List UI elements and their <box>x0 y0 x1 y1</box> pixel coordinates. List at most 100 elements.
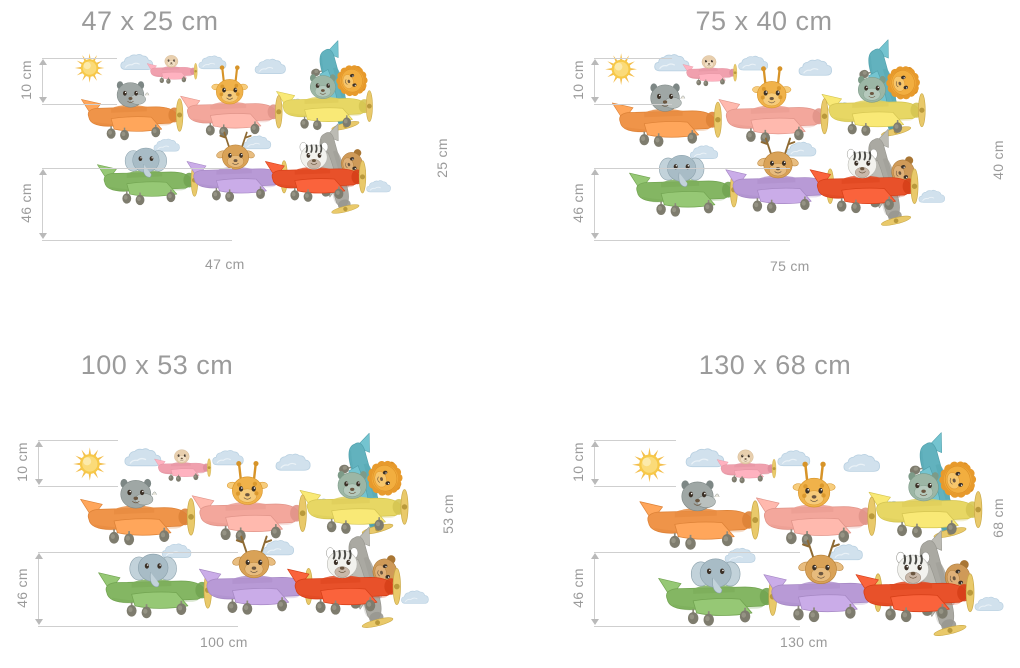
top-measure-line-upper <box>594 58 672 59</box>
cloud-icon <box>828 544 865 563</box>
cloud-icon <box>841 453 882 475</box>
top-measure-label: 10 cm <box>18 60 34 100</box>
bottom-measure-arrowhead-down <box>34 619 43 625</box>
giraffe-in-salmon-plane <box>178 65 290 138</box>
bottom-measure-line-lower <box>594 626 800 627</box>
height-label: 40 cm <box>990 140 1006 180</box>
top-measure-arrowhead-up <box>34 441 43 447</box>
bird-in-pink-plane <box>146 49 201 84</box>
top-measure-line-upper <box>594 440 676 441</box>
rhino-in-orange-plane <box>609 71 729 148</box>
cloud-icon <box>261 539 296 558</box>
deer-in-purple-plane <box>723 137 842 214</box>
top-measure-line-lower <box>594 104 672 105</box>
cloud-icon <box>736 55 770 73</box>
bottom-measure-arrow-shaft <box>42 172 43 236</box>
rhino-in-orange-plane <box>77 466 203 546</box>
bottom-measure-arrowhead-up <box>34 553 43 559</box>
sticker-artwork <box>610 432 1004 636</box>
cloud-icon <box>253 58 288 76</box>
bottom-measure-label: 46 cm <box>570 568 586 608</box>
sticker-preview <box>52 432 452 646</box>
bottom-measure-line-upper <box>38 552 238 553</box>
top-measure-arrowhead-down <box>34 479 43 485</box>
bottom-measure-label: 46 cm <box>14 568 30 608</box>
panel-title: 130 x 68 cm <box>698 350 852 380</box>
width-label: 47 cm <box>205 256 245 272</box>
top-measure-arrow-shaft <box>594 444 595 482</box>
bottom-measure-arrowhead-down <box>590 619 599 625</box>
top-measure-arrow-shaft <box>38 444 39 482</box>
top-measure-label: 10 cm <box>570 60 586 100</box>
cloud-icon <box>723 547 758 566</box>
panel-title: 47 x 25 cm <box>81 6 219 36</box>
sticker-artwork <box>56 40 391 214</box>
bird-in-pink-plane <box>715 442 780 484</box>
bottom-measure-line-lower <box>38 626 238 627</box>
top-measure-arrow-shaft <box>594 62 595 100</box>
cloud-icon <box>197 55 228 71</box>
sticker-preview <box>585 39 985 252</box>
hippo-in-yellow-plane <box>866 459 990 538</box>
top-measure-line-lower <box>594 486 676 487</box>
cloud-icon <box>273 453 312 474</box>
cloud-icon <box>118 54 155 73</box>
giraffe-in-salmon-plane <box>189 460 315 542</box>
top-measure-arrowhead-down <box>590 97 599 103</box>
cloud-icon <box>210 449 245 468</box>
width-label: 130 cm <box>780 634 828 650</box>
zebra-in-red-plane <box>284 536 408 615</box>
sticker-preview <box>56 40 456 252</box>
bottom-measure-arrow-shaft <box>594 172 595 236</box>
cloud-icon <box>785 141 819 159</box>
top-measure-arrow-shaft <box>42 62 43 100</box>
sun-icon <box>74 52 106 84</box>
top-measure-arrowhead-up <box>590 441 599 447</box>
cloud-icon <box>242 135 273 151</box>
elephant-in-green-plane <box>655 544 785 627</box>
panel-title: 75 x 40 cm <box>695 6 833 36</box>
bottom-measure-line-lower <box>594 240 790 241</box>
rhino-in-orange-plane <box>78 70 190 141</box>
sticker-preview <box>610 432 1010 646</box>
cloud-icon <box>973 596 1005 613</box>
cloud-icon <box>775 450 812 469</box>
elephant-in-green-plane <box>95 540 219 619</box>
cloud-icon <box>365 180 393 194</box>
bottom-measure-label: 46 cm <box>18 183 34 223</box>
bottom-measure-line-upper <box>594 168 790 169</box>
deer-in-purple-plane <box>196 535 320 615</box>
size-option-panel[interactable]: 75 x 40 cm 10 cm 46 cm 75 cm 40 cm <box>510 0 1020 334</box>
height-label: 53 cm <box>440 494 456 534</box>
top-measure-line-upper <box>42 58 117 59</box>
width-label: 100 cm <box>200 634 248 650</box>
giraffe-in-salmon-plane <box>753 461 884 547</box>
sticker-artwork <box>585 39 945 226</box>
top-measure-line-lower <box>38 486 118 487</box>
bird-in-pink-plane <box>153 442 215 482</box>
top-measure-arrowhead-up <box>590 59 599 65</box>
bottom-measure-arrowhead-down <box>38 233 47 239</box>
bottom-measure-arrow-shaft <box>38 556 39 622</box>
bottom-measure-arrow-shaft <box>594 556 595 622</box>
top-measure-arrowhead-down <box>38 97 47 103</box>
zebra-in-red-plane <box>807 138 926 214</box>
hippo-in-yellow-plane <box>297 459 416 535</box>
width-label: 75 cm <box>770 258 810 274</box>
rhino-in-orange-plane <box>636 467 767 551</box>
top-measure-label: 10 cm <box>14 442 30 482</box>
size-option-panel[interactable]: 130 x 68 cm 10 cm 46 cm 130 cm 68 cm <box>510 334 1020 668</box>
top-measure-arrowhead-down <box>590 479 599 485</box>
size-option-panel[interactable]: 47 x 25 cm 10 cm 46 cm 47 cm 25 cm <box>0 0 510 334</box>
cloud-icon <box>917 189 947 205</box>
bottom-measure-line-upper <box>42 168 232 169</box>
hippo-in-yellow-plane <box>274 63 380 131</box>
sun-icon <box>72 446 108 482</box>
panel-title: 100 x 53 cm <box>80 350 234 380</box>
cloud-icon <box>122 448 163 470</box>
cloud-icon <box>160 543 193 560</box>
top-measure-line-upper <box>38 440 118 441</box>
size-option-panel[interactable]: 100 x 53 cm 10 cm 46 cm 100 cm 53 cm <box>0 334 510 668</box>
sticker-artwork <box>52 432 429 628</box>
bottom-measure-arrowhead-down <box>590 233 599 239</box>
